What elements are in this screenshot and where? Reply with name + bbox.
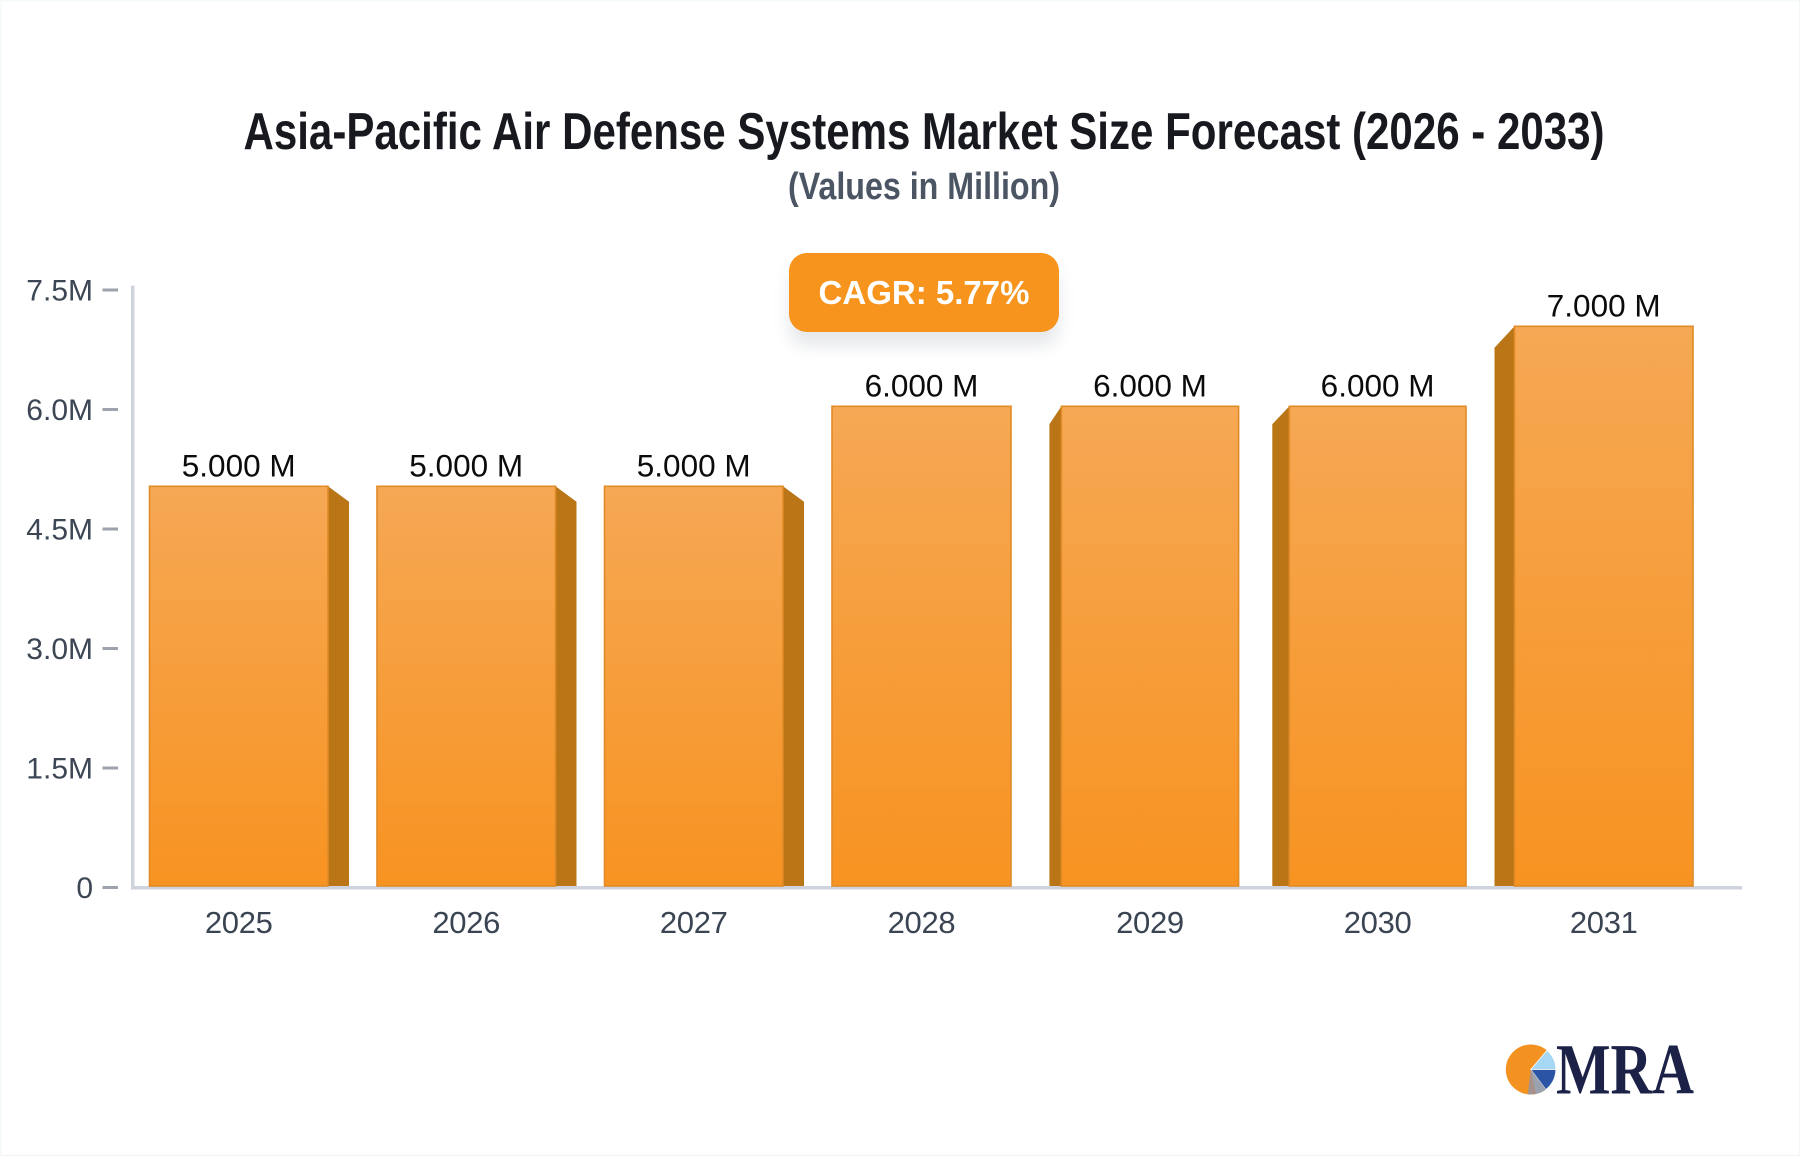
svg-text:5.000 M: 5.000 M xyxy=(409,447,523,483)
svg-text:(Values in Million): (Values in Million) xyxy=(788,166,1060,208)
svg-text:6.000 M: 6.000 M xyxy=(1093,367,1207,403)
svg-text:6.000 M: 6.000 M xyxy=(865,367,979,403)
svg-text:6.0M: 6.0M xyxy=(26,394,93,427)
svg-text:5.000 M: 5.000 M xyxy=(182,447,296,483)
svg-text:2026: 2026 xyxy=(432,905,500,940)
svg-text:2029: 2029 xyxy=(1116,905,1184,940)
svg-text:6.000 M: 6.000 M xyxy=(1321,367,1435,403)
svg-text:2025: 2025 xyxy=(205,905,273,940)
svg-text:4.5M: 4.5M xyxy=(26,514,93,547)
svg-text:MRA: MRA xyxy=(1556,1030,1694,1110)
svg-text:2030: 2030 xyxy=(1344,905,1412,940)
svg-text:Asia-Pacific Air Defense Syste: Asia-Pacific Air Defense Systems Market … xyxy=(244,103,1605,161)
svg-text:3.0M: 3.0M xyxy=(26,633,93,666)
svg-text:1.5M: 1.5M xyxy=(26,753,93,786)
svg-text:5.000 M: 5.000 M xyxy=(637,447,751,483)
svg-text:2028: 2028 xyxy=(888,905,956,940)
svg-text:7.000 M: 7.000 M xyxy=(1547,287,1661,323)
svg-text:2031: 2031 xyxy=(1570,905,1638,940)
svg-text:7.5M: 7.5M xyxy=(26,275,93,308)
svg-text:0: 0 xyxy=(76,872,93,905)
svg-text:2027: 2027 xyxy=(660,905,728,940)
